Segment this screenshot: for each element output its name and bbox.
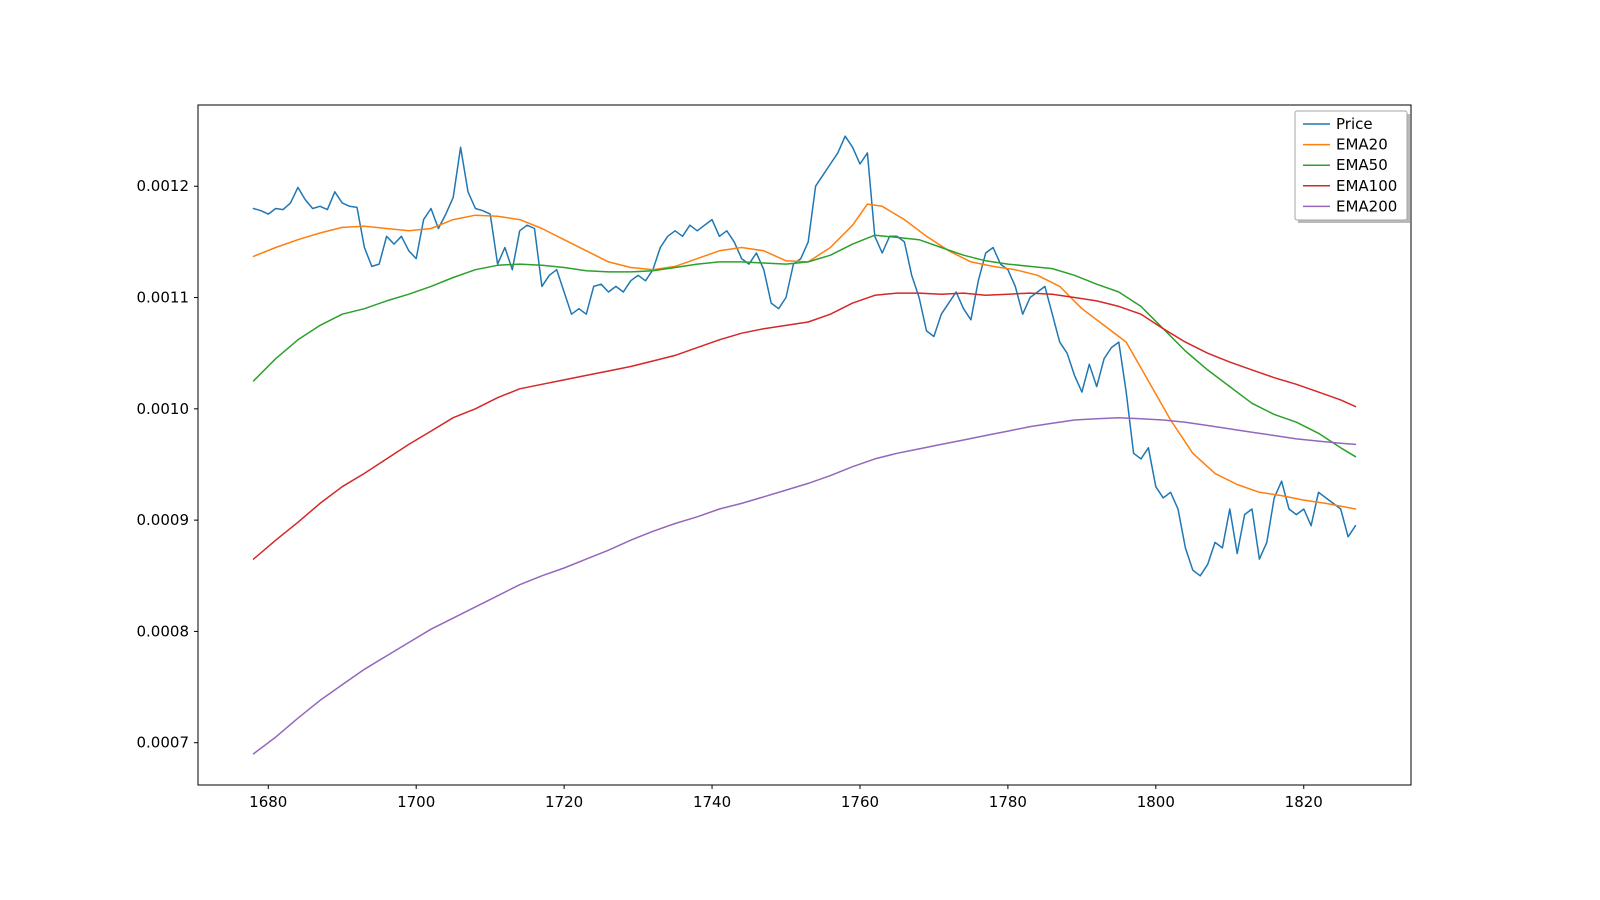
- y-axis-tick-label: 0.0008: [137, 622, 190, 640]
- x-axis-tick-label: 1680: [249, 793, 287, 811]
- x-axis-tick-label: 1760: [841, 793, 879, 811]
- x-axis-tick-label: 1700: [397, 793, 435, 811]
- y-axis-tick-label: 0.0012: [137, 177, 190, 195]
- plot-border: [197, 104, 1412, 786]
- series-line-price: [252, 135, 1357, 577]
- legend-label-price: Price: [1336, 115, 1373, 133]
- x-axis-tick-label: 1740: [693, 793, 731, 811]
- y-axis-tick-label: 0.0011: [137, 289, 190, 307]
- x-axis-tick-label: 1780: [989, 793, 1027, 811]
- series-line-ema50: [252, 234, 1357, 458]
- legend-box: [1294, 110, 1408, 221]
- x-axis-tick-label: 1800: [1137, 793, 1175, 811]
- series-line-ema200: [252, 416, 1357, 755]
- x-axis-tick-label: 1720: [545, 793, 583, 811]
- legend-label-ema50: EMA50: [1336, 156, 1388, 174]
- y-axis-tick-label: 0.0007: [137, 734, 190, 752]
- y-axis-tick-label: 0.0009: [137, 511, 190, 529]
- x-axis-tick-label: 1820: [1285, 793, 1323, 811]
- legend-label-ema20: EMA20: [1336, 136, 1388, 154]
- legend-label-ema100: EMA100: [1336, 177, 1397, 195]
- legend-label-ema200: EMA200: [1336, 197, 1397, 215]
- y-axis-tick-label: 0.0010: [137, 400, 190, 418]
- series-line-ema100: [252, 292, 1357, 560]
